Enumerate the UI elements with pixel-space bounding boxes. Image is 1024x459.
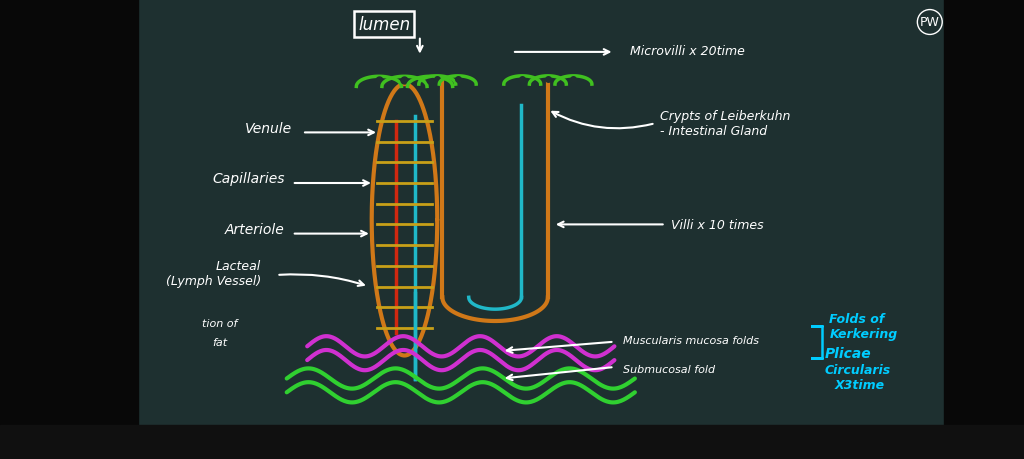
- Text: fat: fat: [213, 337, 227, 347]
- Text: lumen: lumen: [358, 16, 410, 34]
- Text: Venule: Venule: [245, 122, 292, 135]
- Text: Arteriole: Arteriole: [225, 223, 285, 236]
- Bar: [0, 0, 138, 459]
- Text: Submucosal fold: Submucosal fold: [623, 364, 715, 375]
- Text: Muscularis mucosa folds: Muscularis mucosa folds: [623, 336, 759, 346]
- Bar: [944, 0, 1024, 459]
- Bar: [0, 425, 1024, 459]
- Text: Lacteal
(Lymph Vessel): Lacteal (Lymph Vessel): [166, 259, 261, 287]
- Text: Capillaries: Capillaries: [212, 172, 285, 186]
- Text: Crypts of Leiberkuhn
- Intestinal Gland: Crypts of Leiberkuhn - Intestinal Gland: [660, 110, 791, 138]
- Text: X3time: X3time: [835, 378, 885, 391]
- Text: Circularis: Circularis: [824, 363, 891, 376]
- Text: Folds of: Folds of: [829, 313, 885, 325]
- Text: PW: PW: [920, 17, 940, 29]
- Text: Villi x 10 times: Villi x 10 times: [671, 218, 763, 231]
- Text: Kerkering: Kerkering: [829, 328, 898, 341]
- Text: Plicae: Plicae: [824, 347, 871, 360]
- Text: Microvilli x 20time: Microvilli x 20time: [630, 45, 744, 58]
- Text: tion of: tion of: [203, 319, 238, 329]
